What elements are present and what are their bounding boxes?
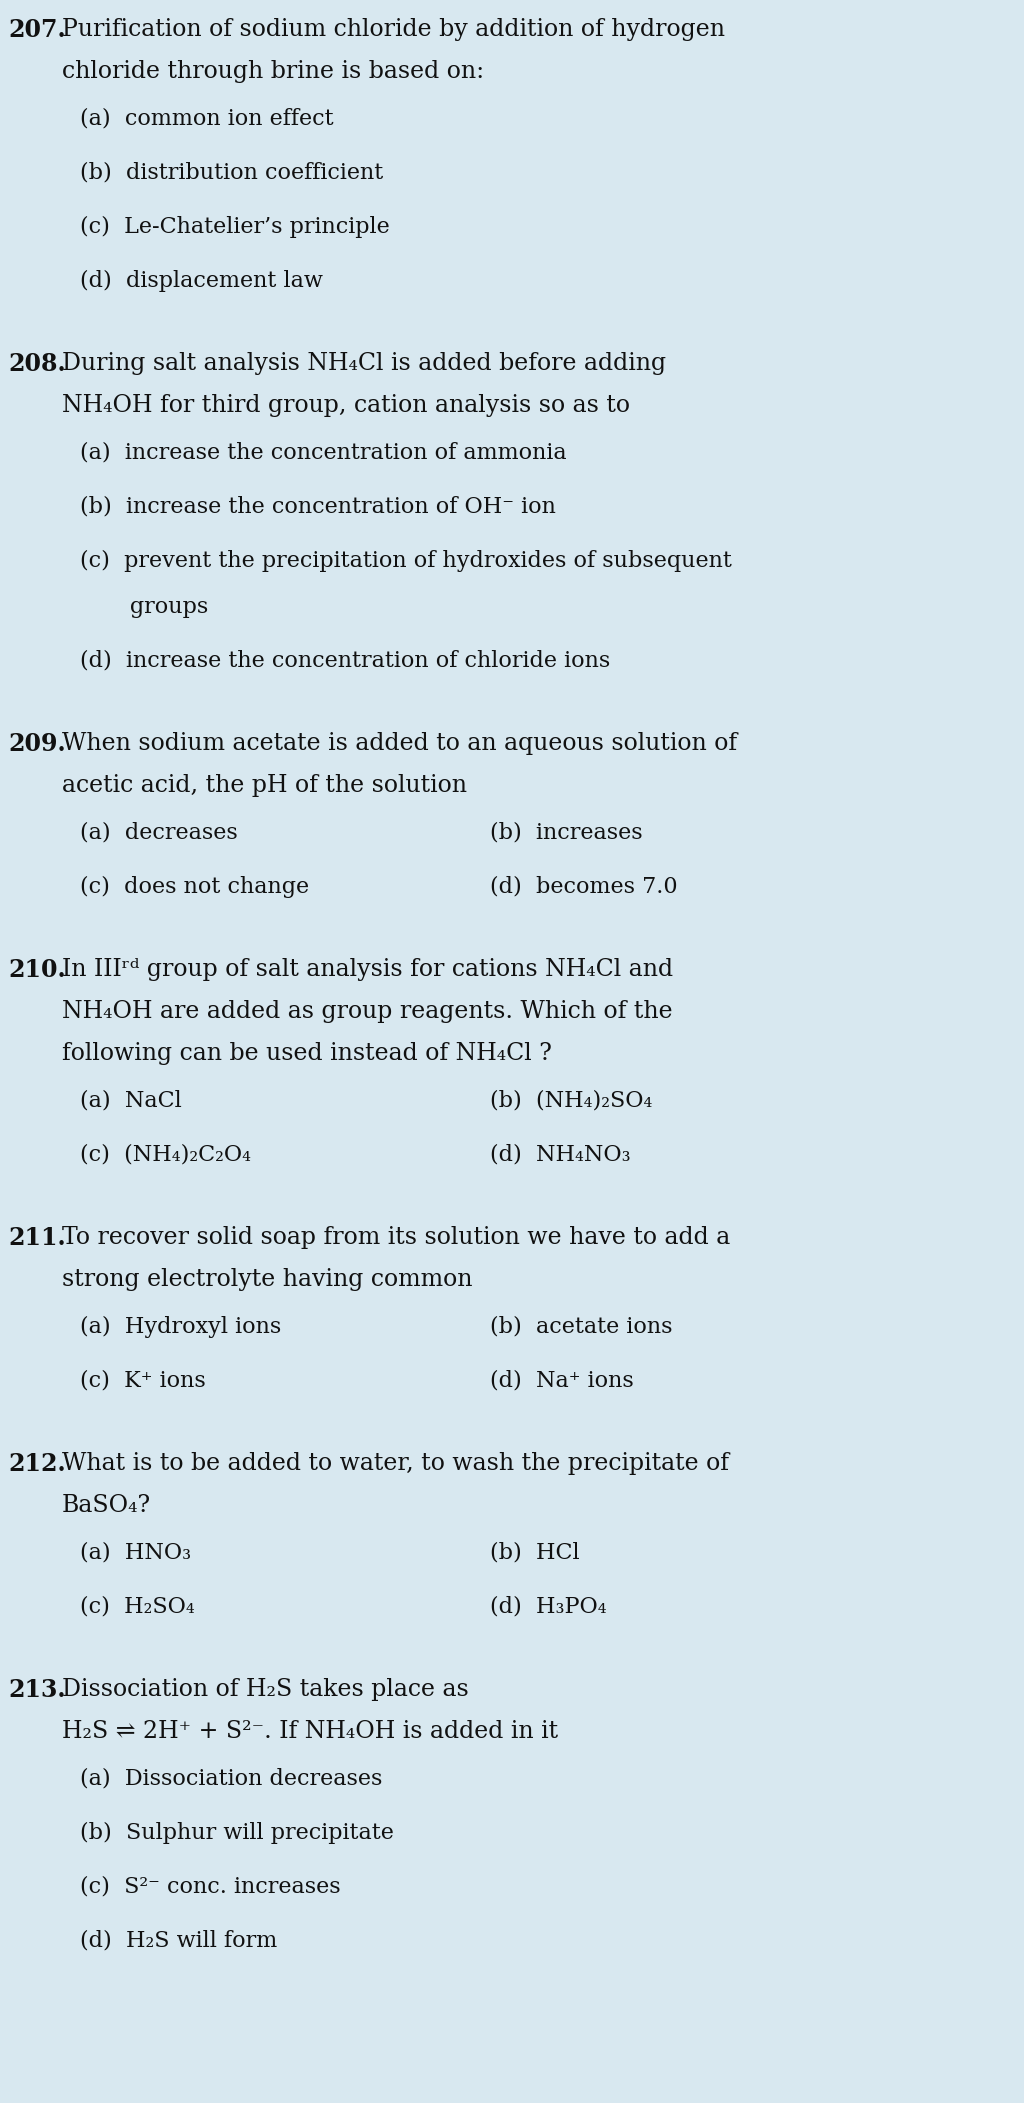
Text: (a)  increase the concentration of ammonia: (a) increase the concentration of ammoni… (80, 442, 566, 465)
Text: Dissociation of H₂S takes place as: Dissociation of H₂S takes place as (62, 1678, 469, 1701)
Text: (a)  common ion effect: (a) common ion effect (80, 107, 334, 130)
Text: (c)  Le-Chatelier’s principle: (c) Le-Chatelier’s principle (80, 217, 390, 238)
Text: 207.: 207. (8, 19, 66, 42)
Text: (d)  becomes 7.0: (d) becomes 7.0 (490, 877, 678, 898)
Text: chloride through brine is based on:: chloride through brine is based on: (62, 61, 484, 82)
Text: To recover solid soap from its solution we have to add a: To recover solid soap from its solution … (62, 1226, 730, 1249)
Text: What is to be added to water, to wash the precipitate of: What is to be added to water, to wash th… (62, 1451, 729, 1474)
Text: groups: groups (80, 595, 208, 618)
Text: (a)  Hydroxyl ions: (a) Hydroxyl ions (80, 1316, 282, 1338)
Text: (c)  H₂SO₄: (c) H₂SO₄ (80, 1596, 195, 1617)
Text: 210.: 210. (8, 959, 66, 982)
Text: (a)  NaCl: (a) NaCl (80, 1089, 181, 1112)
Text: H₂S ⇌ 2H⁺ + S²⁻. If NH₄OH is added in it: H₂S ⇌ 2H⁺ + S²⁻. If NH₄OH is added in it (62, 1720, 558, 1743)
Text: Purification of sodium chloride by addition of hydrogen: Purification of sodium chloride by addit… (62, 19, 725, 40)
Text: (b)  acetate ions: (b) acetate ions (490, 1316, 673, 1338)
Text: 211.: 211. (8, 1226, 66, 1249)
Text: (b)  Sulphur will precipitate: (b) Sulphur will precipitate (80, 1821, 394, 1844)
Text: (d)  H₃PO₄: (d) H₃PO₄ (490, 1596, 606, 1617)
Text: (b)  increases: (b) increases (490, 822, 643, 843)
Text: (a)  Dissociation decreases: (a) Dissociation decreases (80, 1769, 382, 1790)
Text: During salt analysis NH₄Cl is added before adding: During salt analysis NH₄Cl is added befo… (62, 351, 667, 374)
Text: following can be used instead of NH₄Cl ?: following can be used instead of NH₄Cl ? (62, 1041, 552, 1064)
Text: In IIIʳᵈ group of salt analysis for cations NH₄Cl and: In IIIʳᵈ group of salt analysis for cati… (62, 959, 673, 980)
Text: (a)  decreases: (a) decreases (80, 822, 238, 843)
Text: When sodium acetate is added to an aqueous solution of: When sodium acetate is added to an aqueo… (62, 732, 737, 755)
Text: (c)  K⁺ ions: (c) K⁺ ions (80, 1369, 206, 1392)
Text: BaSO₄?: BaSO₄? (62, 1493, 152, 1516)
Text: 209.: 209. (8, 732, 66, 755)
Text: (b)  distribution coefficient: (b) distribution coefficient (80, 162, 383, 183)
Text: (a)  HNO₃: (a) HNO₃ (80, 1541, 191, 1565)
Text: (d)  NH₄NO₃: (d) NH₄NO₃ (490, 1144, 631, 1165)
Text: 212.: 212. (8, 1451, 66, 1476)
Text: (d)  increase the concentration of chloride ions: (d) increase the concentration of chlori… (80, 650, 610, 673)
Text: acetic acid, the pH of the solution: acetic acid, the pH of the solution (62, 774, 467, 797)
Text: (d)  Na⁺ ions: (d) Na⁺ ions (490, 1369, 634, 1392)
Text: (c)  prevent the precipitation of hydroxides of subsequent: (c) prevent the precipitation of hydroxi… (80, 551, 732, 572)
Text: (c)  does not change: (c) does not change (80, 877, 309, 898)
Text: (b)  (NH₄)₂SO₄: (b) (NH₄)₂SO₄ (490, 1089, 652, 1112)
Text: NH₄OH for third group, cation analysis so as to: NH₄OH for third group, cation analysis s… (62, 393, 630, 416)
Text: NH₄OH are added as group reagents. Which of the: NH₄OH are added as group reagents. Which… (62, 1001, 673, 1022)
Text: 208.: 208. (8, 351, 66, 376)
Text: (b)  HCl: (b) HCl (490, 1541, 580, 1565)
Text: strong electrolyte having common: strong electrolyte having common (62, 1268, 472, 1291)
Text: (b)  increase the concentration of OH⁻ ion: (b) increase the concentration of OH⁻ io… (80, 496, 556, 517)
Text: (d)  displacement law: (d) displacement law (80, 269, 323, 292)
Text: (c)  (NH₄)₂C₂O₄: (c) (NH₄)₂C₂O₄ (80, 1144, 251, 1165)
Text: (d)  H₂S will form: (d) H₂S will form (80, 1931, 278, 1952)
Text: (c)  S²⁻ conc. increases: (c) S²⁻ conc. increases (80, 1876, 341, 1899)
Text: 213.: 213. (8, 1678, 66, 1701)
